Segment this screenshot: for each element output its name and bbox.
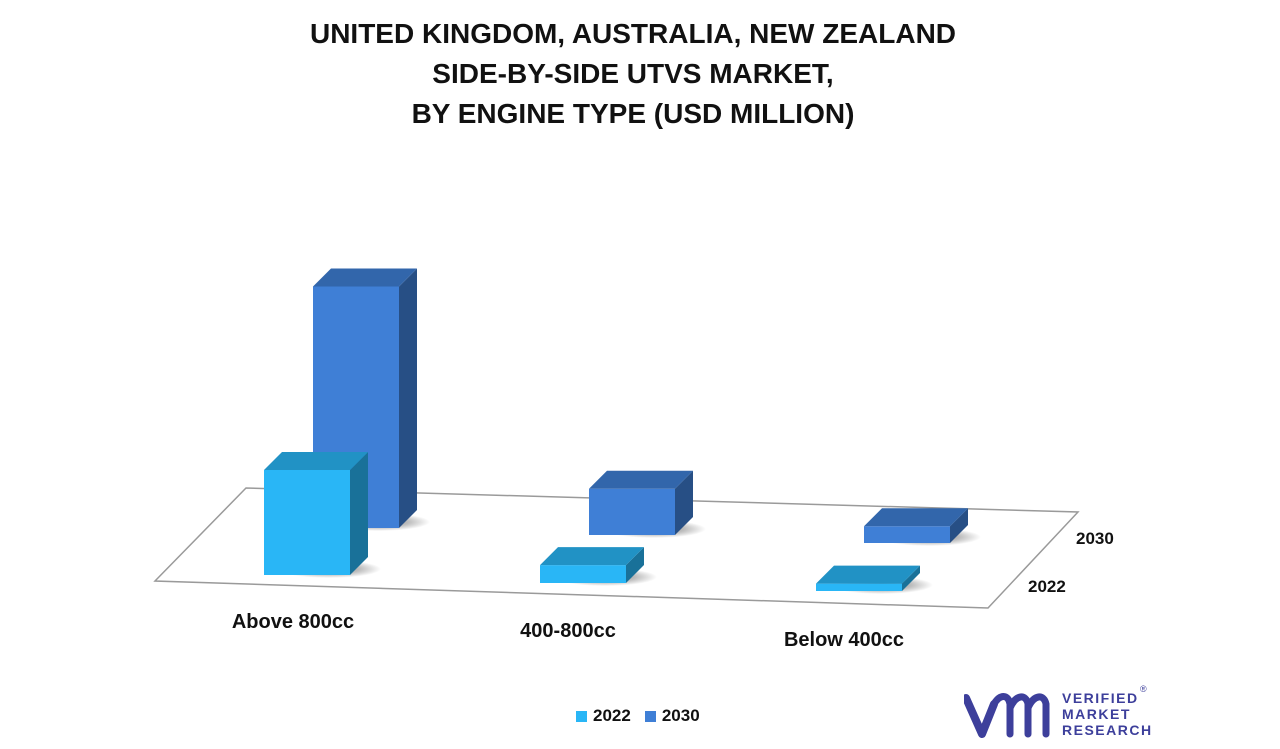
category-label-2: Below 400cc	[784, 629, 904, 651]
bars	[264, 268, 968, 591]
legend-item-2022: 2022	[576, 706, 631, 726]
bar-top-face	[540, 547, 644, 566]
bar-top-face	[264, 452, 368, 470]
logo-line-2: MARKET	[1062, 706, 1131, 722]
chart-legend: 2022 2030	[576, 706, 714, 726]
vmr-logo-icon	[962, 693, 1050, 738]
logo-line-1: VERIFIED	[1062, 690, 1139, 706]
bar-2022-above-800cc	[264, 452, 368, 575]
bar-front-face	[864, 526, 950, 543]
bar-front-face	[540, 565, 626, 583]
bar-side-face	[626, 547, 644, 583]
bar-2022-400-800cc	[540, 547, 644, 583]
chart-title-line-2: SIDE-BY-SIDE UTVS MARKET,	[432, 58, 834, 89]
legend-swatch-2030	[644, 710, 656, 722]
verified-market-research-logo: VERIFIED MARKET RESEARCH ®	[962, 684, 1154, 742]
bar-side-face	[350, 452, 368, 575]
bar-side-face	[950, 508, 968, 543]
bar-side-face	[675, 470, 693, 535]
registered-mark: ®	[1140, 684, 1147, 694]
bar-top-face	[589, 470, 693, 489]
legend-label-2030: 2030	[661, 706, 700, 725]
bar-front-face	[816, 583, 902, 591]
bar-2030-below-400cc	[864, 508, 968, 543]
legend-swatch-2022	[576, 710, 587, 722]
bar-2022-below-400cc	[816, 565, 920, 591]
chart-title-line-1: UNITED KINGDOM, AUSTRALIA, NEW ZEALAND	[309, 18, 957, 49]
bar-top-face	[313, 268, 417, 287]
bar-2030-400-800cc	[589, 470, 693, 535]
logo-text: VERIFIED MARKET RESEARCH	[1062, 690, 1153, 738]
chart-title: UNITED KINGDOM, AUSTRALIA, NEW ZEALAND S…	[0, 14, 1266, 134]
bar-top-face	[816, 565, 920, 584]
bar-side-face	[399, 268, 417, 528]
bar-side-face	[902, 565, 920, 591]
depth-label-2022: 2022	[1028, 577, 1066, 596]
depth-label-2030: 2030	[1076, 529, 1114, 548]
bar-front-face	[589, 488, 675, 535]
category-label-0: Above 800cc	[232, 611, 354, 633]
category-label-1: 400-800cc	[520, 620, 616, 642]
legend-label-2022: 2022	[593, 706, 631, 725]
chart-title-line-3: BY ENGINE TYPE (USD MILLION)	[411, 98, 855, 129]
legend-item-2030: 2030	[644, 706, 700, 726]
bar-front-face	[264, 470, 350, 575]
bar-top-face	[864, 508, 968, 527]
logo-line-3: RESEARCH	[1062, 722, 1153, 738]
